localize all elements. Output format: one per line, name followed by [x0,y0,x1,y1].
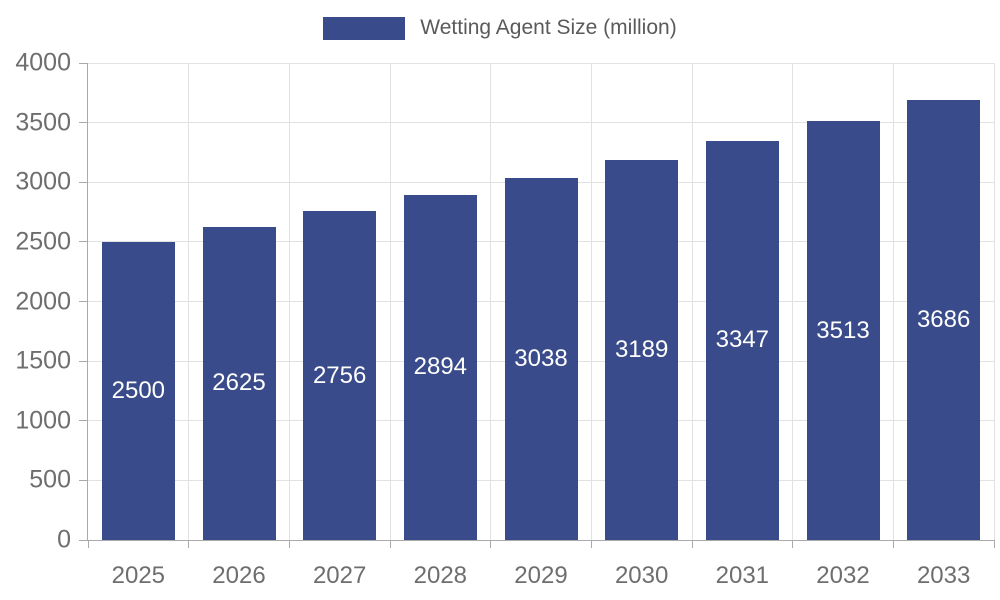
x-axis-tick-mark [892,540,894,548]
gridline-horizontal [88,122,994,124]
x-axis-tick-label: 2026 [212,562,266,589]
x-axis-tick-label: 2027 [312,562,367,589]
y-axis-tick-mark [79,62,87,64]
x-axis-tick-label: 2028 [413,562,468,589]
x-axis-tick-mark [490,540,492,548]
y-axis-tick-mark [79,241,87,243]
bar: 3513 [806,121,880,540]
y-axis-tick-mark [79,420,87,422]
legend-swatch [323,16,406,40]
y-axis-tick-label: 1000 [15,406,71,435]
bar: 3686 [907,100,981,540]
gridline-vertical [993,63,995,540]
y-axis-tick-mark [79,301,87,302]
x-axis-tick-mark [590,540,592,548]
gridline-vertical [490,63,492,540]
y-axis-tick-label: 1500 [15,346,71,375]
bar-value-label: 2625 [212,369,266,397]
bar-value-label: 2894 [413,353,468,381]
y-axis-tick-label: 4000 [15,48,71,77]
x-axis-tick-mark [188,540,190,548]
y-axis-tick-label: 0 [57,525,71,554]
legend-label: Wetting Agent Size (million) [420,16,677,39]
x-axis-tick-mark [288,540,290,548]
bar: 3189 [605,159,679,540]
x-axis-line [87,540,994,541]
plot-area: 2500 2625 2756 2894 3038 3189 3347 3513 3686 [79,62,995,548]
x-axis-tick-mark [87,540,89,548]
y-axis-line [87,63,88,540]
gridline-vertical [892,63,894,540]
y-axis-tick-label: 3500 [15,108,71,137]
bar-value-label: 3347 [715,326,770,354]
gridline-vertical [792,63,794,540]
y-axis-tick-mark [79,122,87,124]
bar-value-label: 3513 [816,316,870,344]
bar: 2625 [202,226,276,540]
y-axis-tick-label: 2500 [15,227,71,256]
gridline-vertical [691,63,693,540]
x-axis-tick-label: 2029 [514,562,568,589]
y-axis-tick-mark [79,539,87,541]
legend[interactable]: Wetting Agent Size (million) [0,16,1000,40]
x-axis-tick-label: 2030 [614,562,669,589]
y-axis-tick-mark [79,479,87,481]
gridline-vertical [389,63,391,540]
y-axis-tick-mark [79,181,87,183]
x-axis-tick-label: 2025 [111,562,166,589]
x-axis-tick-label: 2031 [715,562,770,589]
y-axis-tick-label: 3000 [15,167,71,196]
gridline-vertical [288,63,290,540]
y-axis-tick-label: 500 [29,465,71,494]
bar: 3038 [504,177,578,540]
gridline-horizontal [88,62,994,64]
gridline-vertical [590,63,592,540]
x-axis-tick-label: 2032 [816,562,870,589]
x-axis-tick-label: 2033 [916,562,971,589]
bar: 2500 [101,241,175,540]
bar-value-label: 2756 [312,361,367,389]
bar: 2756 [303,211,377,540]
y-axis-tick-mark [79,360,87,362]
bar-value-label: 3189 [614,335,669,363]
x-axis-tick-mark [792,540,794,548]
x-axis-tick-mark [993,540,995,548]
bar-value-label: 3686 [916,306,971,334]
y-axis-tick-label: 2000 [15,287,71,315]
x-axis-tick-mark [389,540,391,548]
x-axis-tick-mark [691,540,693,548]
bar: 3347 [705,140,779,540]
gridline-vertical [188,63,190,540]
bar-value-label: 2500 [111,376,166,404]
bar-value-label: 3038 [514,344,568,372]
bar: 2894 [403,194,477,540]
